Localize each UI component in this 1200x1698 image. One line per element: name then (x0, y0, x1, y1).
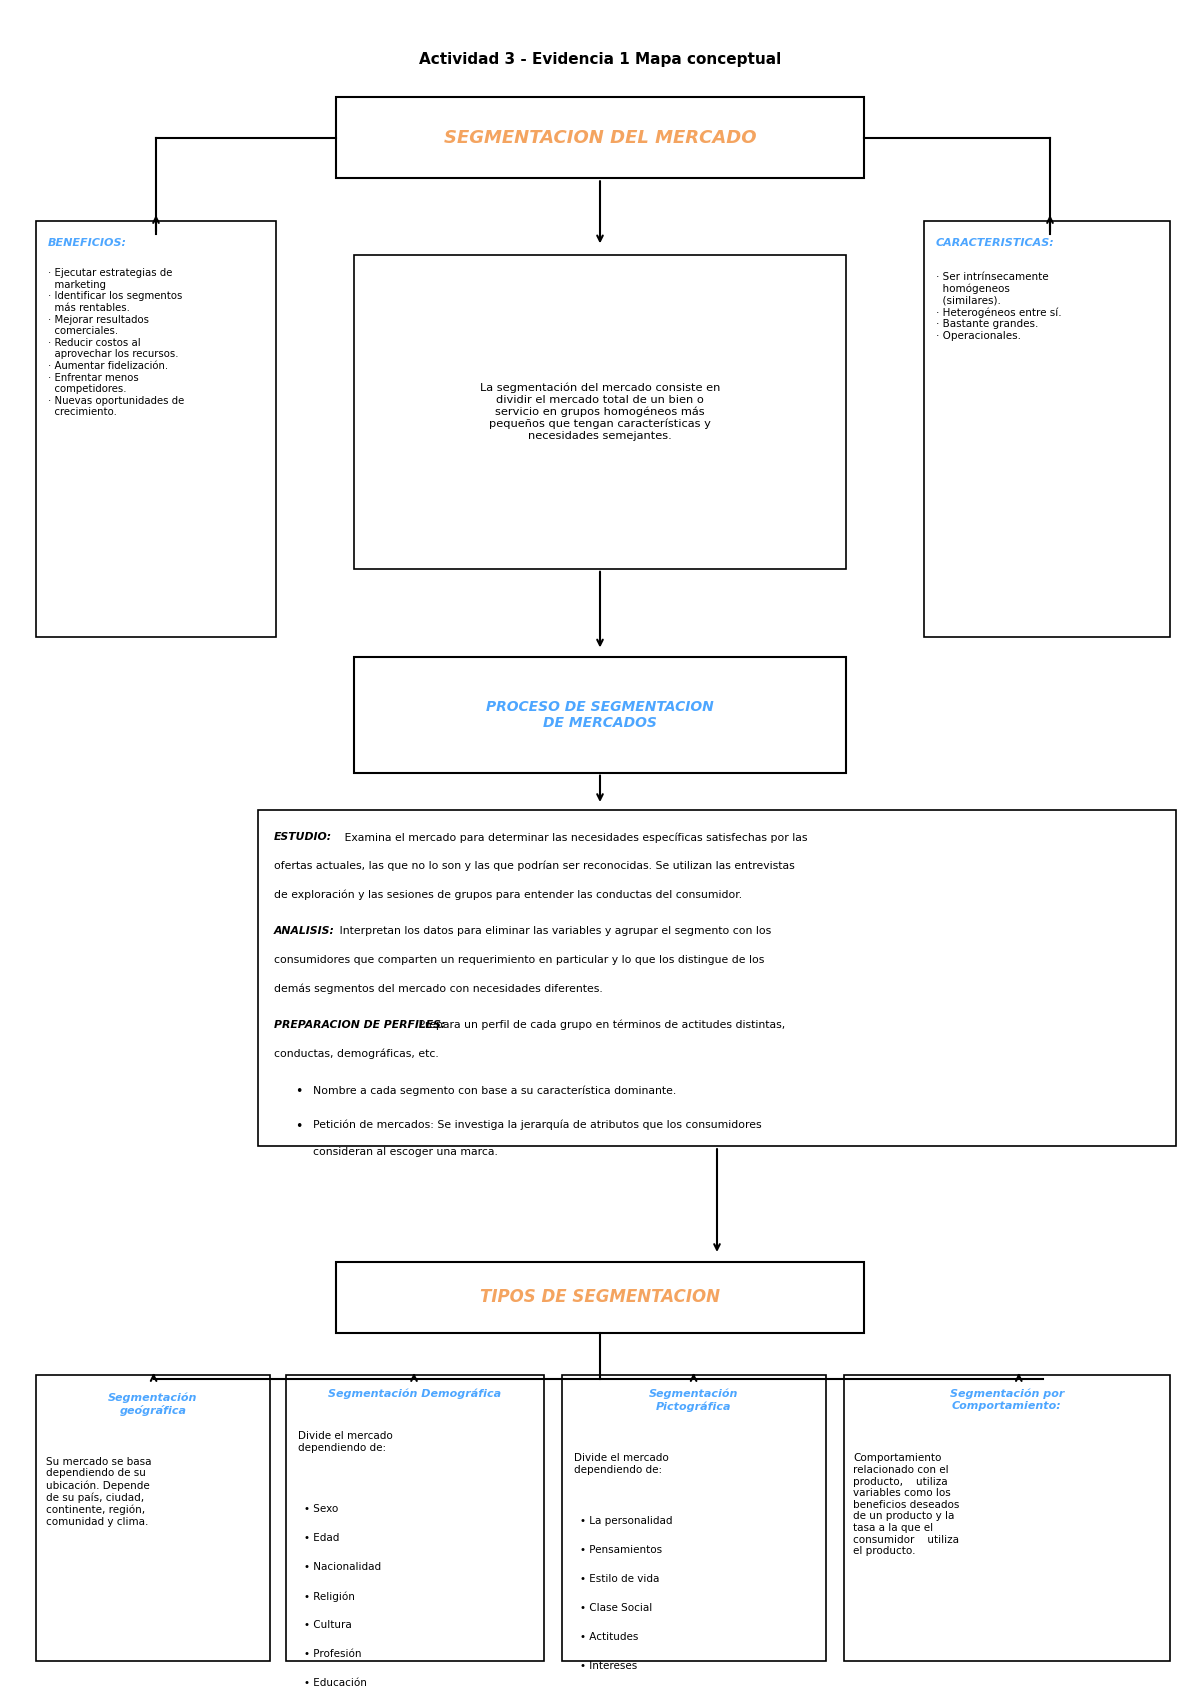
Text: • Sexo: • Sexo (304, 1504, 338, 1515)
Text: ofertas actuales, las que no lo son y las que podrían ser reconocidas. Se utiliz: ofertas actuales, las que no lo son y la… (274, 861, 794, 871)
FancyBboxPatch shape (286, 1375, 544, 1661)
Text: •: • (295, 1119, 302, 1133)
Text: CARACTERISTICAS:: CARACTERISTICAS: (936, 238, 1055, 248)
Text: • Religión: • Religión (304, 1591, 354, 1601)
Text: La segmentación del mercado consiste en
dividir el mercado total de un bien o
se: La segmentación del mercado consiste en … (480, 382, 720, 441)
Text: consumidores que comparten un requerimiento en particular y lo que los distingue: consumidores que comparten un requerimie… (274, 954, 764, 964)
Text: Segmentación Demográfica: Segmentación Demográfica (328, 1389, 502, 1399)
Text: Actividad 3 - Evidencia 1 Mapa conceptual: Actividad 3 - Evidencia 1 Mapa conceptua… (419, 53, 781, 66)
Text: conductas, demográficas, etc.: conductas, demográficas, etc. (274, 1049, 438, 1060)
FancyBboxPatch shape (336, 1262, 864, 1333)
Text: · Ejecutar estrategias de
  marketing
· Identificar los segmentos
  más rentable: · Ejecutar estrategias de marketing · Id… (48, 268, 185, 418)
Text: Divide el mercado
dependiendo de:: Divide el mercado dependiendo de: (298, 1431, 392, 1453)
Text: • Actitudes: • Actitudes (580, 1632, 638, 1642)
Text: Petición de mercados: Se investiga la jerarquía de atributos que los consumidore: Petición de mercados: Se investiga la je… (313, 1119, 762, 1131)
Text: Prepara un perfil de cada grupo en términos de actitudes distintas,: Prepara un perfil de cada grupo en térmi… (415, 1020, 786, 1031)
Text: Divide el mercado
dependiendo de:: Divide el mercado dependiendo de: (574, 1453, 668, 1476)
Text: ESTUDIO:: ESTUDIO: (274, 832, 331, 842)
Text: PREPARACION DE PERFILES:: PREPARACION DE PERFILES: (274, 1020, 445, 1031)
Text: •: • (295, 1085, 302, 1099)
Text: consideran al escoger una marca.: consideran al escoger una marca. (313, 1148, 498, 1158)
Text: ANALISIS:: ANALISIS: (274, 925, 335, 936)
Text: • Cultura: • Cultura (304, 1620, 352, 1630)
FancyBboxPatch shape (924, 221, 1170, 637)
FancyBboxPatch shape (354, 657, 846, 773)
Text: Examina el mercado para determinar las necesidades específicas satisfechas por l: Examina el mercado para determinar las n… (341, 832, 808, 842)
Text: demás segmentos del mercado con necesidades diferentes.: demás segmentos del mercado con necesida… (274, 983, 602, 993)
Text: • Clase Social: • Clase Social (580, 1603, 652, 1613)
Text: Segmentación
geógráfica: Segmentación geógráfica (108, 1392, 198, 1416)
Text: Interpretan los datos para eliminar las variables y agrupar el segmento con los: Interpretan los datos para eliminar las … (336, 925, 772, 936)
Text: TIPOS DE SEGMENTACION: TIPOS DE SEGMENTACION (480, 1289, 720, 1306)
Text: • Profesión: • Profesión (304, 1649, 361, 1659)
Text: de exploración y las sesiones de grupos para entender las conductas del consumid: de exploración y las sesiones de grupos … (274, 890, 742, 900)
FancyBboxPatch shape (844, 1375, 1170, 1661)
Text: Segmentación
Pictográfica: Segmentación Pictográfica (649, 1389, 738, 1411)
Text: PROCESO DE SEGMENTACION
DE MERCADOS: PROCESO DE SEGMENTACION DE MERCADOS (486, 700, 714, 730)
Text: Su mercado se basa
dependiendo de su
ubicación. Depende
de su país, ciudad,
cont: Su mercado se basa dependiendo de su ubi… (46, 1457, 151, 1527)
Text: • Estilo de vida: • Estilo de vida (580, 1574, 659, 1584)
Text: • Edad: • Edad (304, 1533, 338, 1543)
Text: • Nacionalidad: • Nacionalidad (304, 1562, 380, 1572)
Text: SEGMENTACION DEL MERCADO: SEGMENTACION DEL MERCADO (444, 129, 756, 146)
FancyBboxPatch shape (36, 221, 276, 637)
FancyBboxPatch shape (336, 97, 864, 178)
Text: Nombre a cada segmento con base a su característica dominante.: Nombre a cada segmento con base a su car… (313, 1085, 677, 1095)
Text: • Pensamientos: • Pensamientos (580, 1545, 661, 1555)
Text: • Educación: • Educación (304, 1678, 366, 1688)
FancyBboxPatch shape (258, 810, 1176, 1146)
Text: • Intereses: • Intereses (580, 1661, 637, 1671)
Text: • La personalidad: • La personalidad (580, 1516, 672, 1527)
Text: BENEFICIOS:: BENEFICIOS: (48, 238, 127, 248)
Text: · Ser intrínsecamente
  homógeneos
  (similares).
· Heterogéneos entre sí.
· Bas: · Ser intrínsecamente homógeneos (simila… (936, 272, 1062, 341)
FancyBboxPatch shape (36, 1375, 270, 1661)
Text: Segmentación por
Comportamiento:: Segmentación por Comportamiento: (949, 1389, 1064, 1411)
FancyBboxPatch shape (354, 255, 846, 569)
FancyBboxPatch shape (562, 1375, 826, 1661)
Text: Comportamiento
relacionado con el
producto,    utiliza
variables como los
benefi: Comportamiento relacionado con el produc… (853, 1453, 960, 1557)
